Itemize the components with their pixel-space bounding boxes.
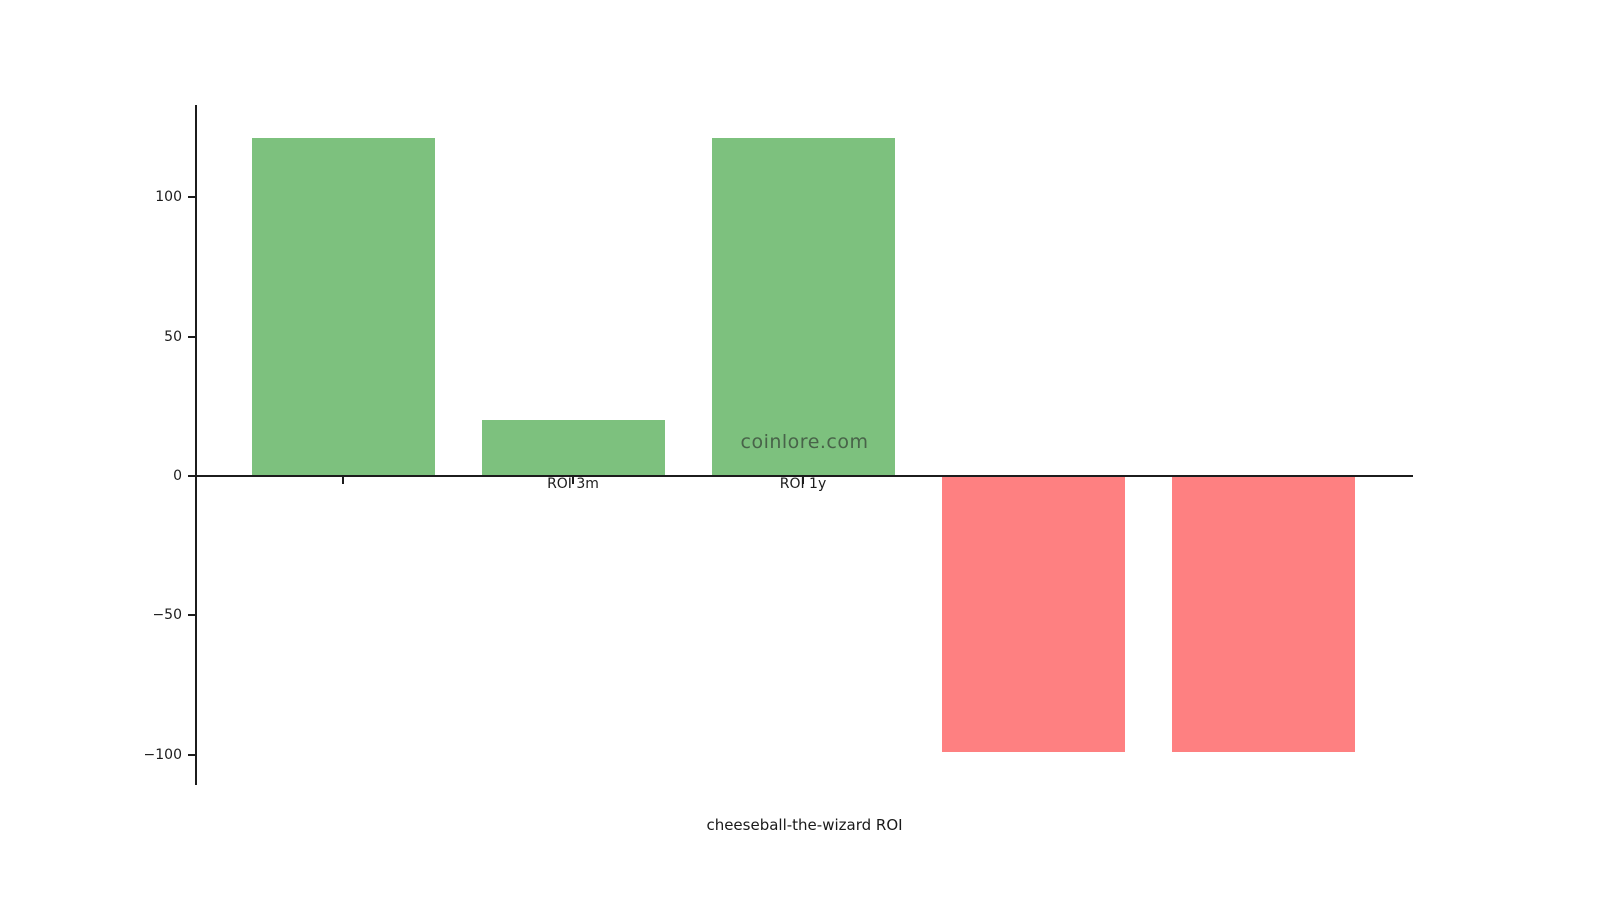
x-tick-label: ROI 3m [547,476,599,492]
y-tick-mark [188,475,196,477]
x-tick-mark [802,476,804,484]
x-axis-zero-line [196,475,1413,477]
bar-unlabeled-0 [252,138,435,475]
x-tick-label: ROI 1y [779,476,827,492]
y-tick-label: 0 [173,468,182,484]
bar-roi-1y [712,138,895,475]
bar-unlabeled-3 [942,476,1125,752]
y-tick-label: 100 [155,189,182,205]
y-tick-mark [188,336,196,338]
watermark-text: coinlore.com [740,431,869,453]
chart-title: cheeseball-the-wizard ROI [706,816,903,834]
x-tick-mark [342,476,344,484]
y-tick-label: −50 [152,607,182,623]
y-tick-mark [188,754,196,756]
y-tick-label: 50 [164,329,182,345]
bar-unlabeled-4 [1172,476,1355,752]
plot-area: coinlore.com 100 50 0 −50 −100 ROI 3m ROI 1y [144,105,1413,785]
y-tick-mark [188,196,196,198]
bar-roi-3m [482,420,665,476]
y-tick-mark [188,614,196,616]
x-tick-mark [572,476,574,484]
y-axis-spine [195,105,197,785]
y-tick-label: −100 [143,747,182,763]
